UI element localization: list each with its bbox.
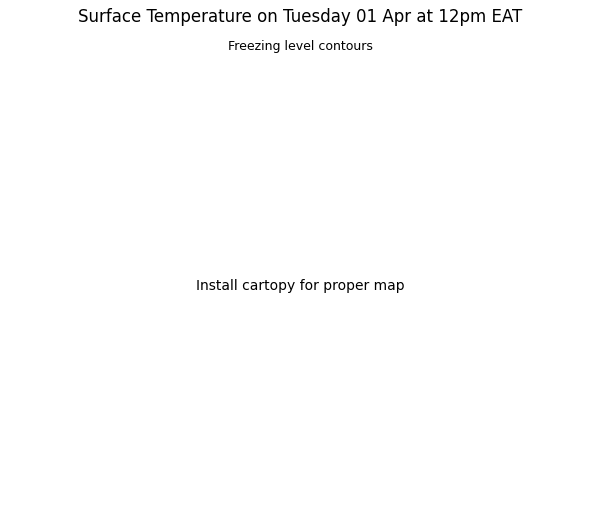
Text: Install cartopy for proper map: Install cartopy for proper map bbox=[196, 279, 405, 293]
Text: Surface Temperature on Tuesday 01 Apr at 12pm EAT: Surface Temperature on Tuesday 01 Apr at… bbox=[78, 8, 523, 26]
Text: Freezing level contours: Freezing level contours bbox=[228, 40, 373, 52]
